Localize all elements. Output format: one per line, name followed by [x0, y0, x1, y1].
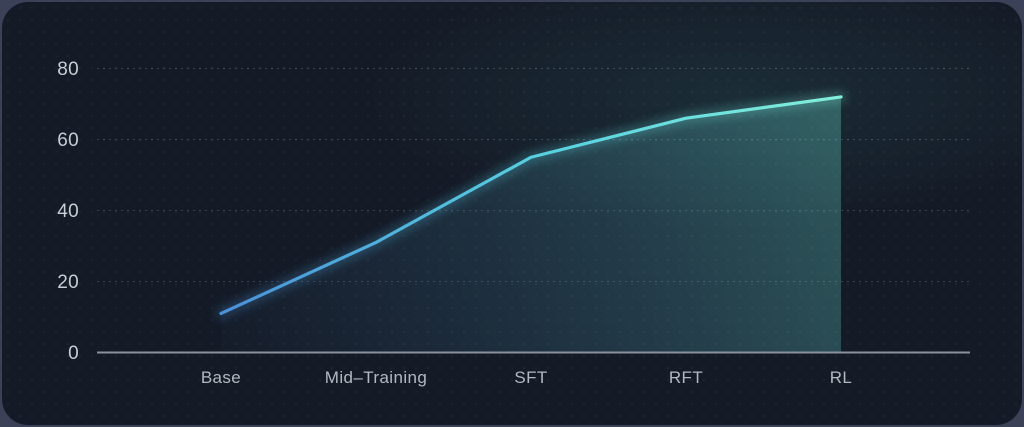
y-tick-label-80: 80: [57, 59, 79, 80]
x-category-labels: Base Mid–Training SFT RFT RL: [201, 368, 852, 387]
y-tick-label-60: 60: [57, 130, 79, 151]
x-category-label-2: Mid–Training: [325, 368, 427, 387]
y-tick-label-40: 40: [57, 201, 79, 222]
x-category-label-3: SFT: [514, 368, 547, 387]
x-category-label-4: RFT: [669, 368, 703, 387]
chart-line: [219, 95, 843, 316]
y-tick-label-0: 0: [68, 343, 79, 364]
chart-area-fill: [221, 96, 841, 353]
series-line-layer: [216, 91, 846, 319]
y-tick-label-20: 20: [57, 272, 79, 293]
y-tick-labels: 0 20 40 60 80: [57, 59, 79, 364]
x-category-label-5: RL: [830, 368, 853, 387]
area-fill-layer: [221, 96, 841, 353]
x-category-label-1: Base: [201, 368, 241, 387]
